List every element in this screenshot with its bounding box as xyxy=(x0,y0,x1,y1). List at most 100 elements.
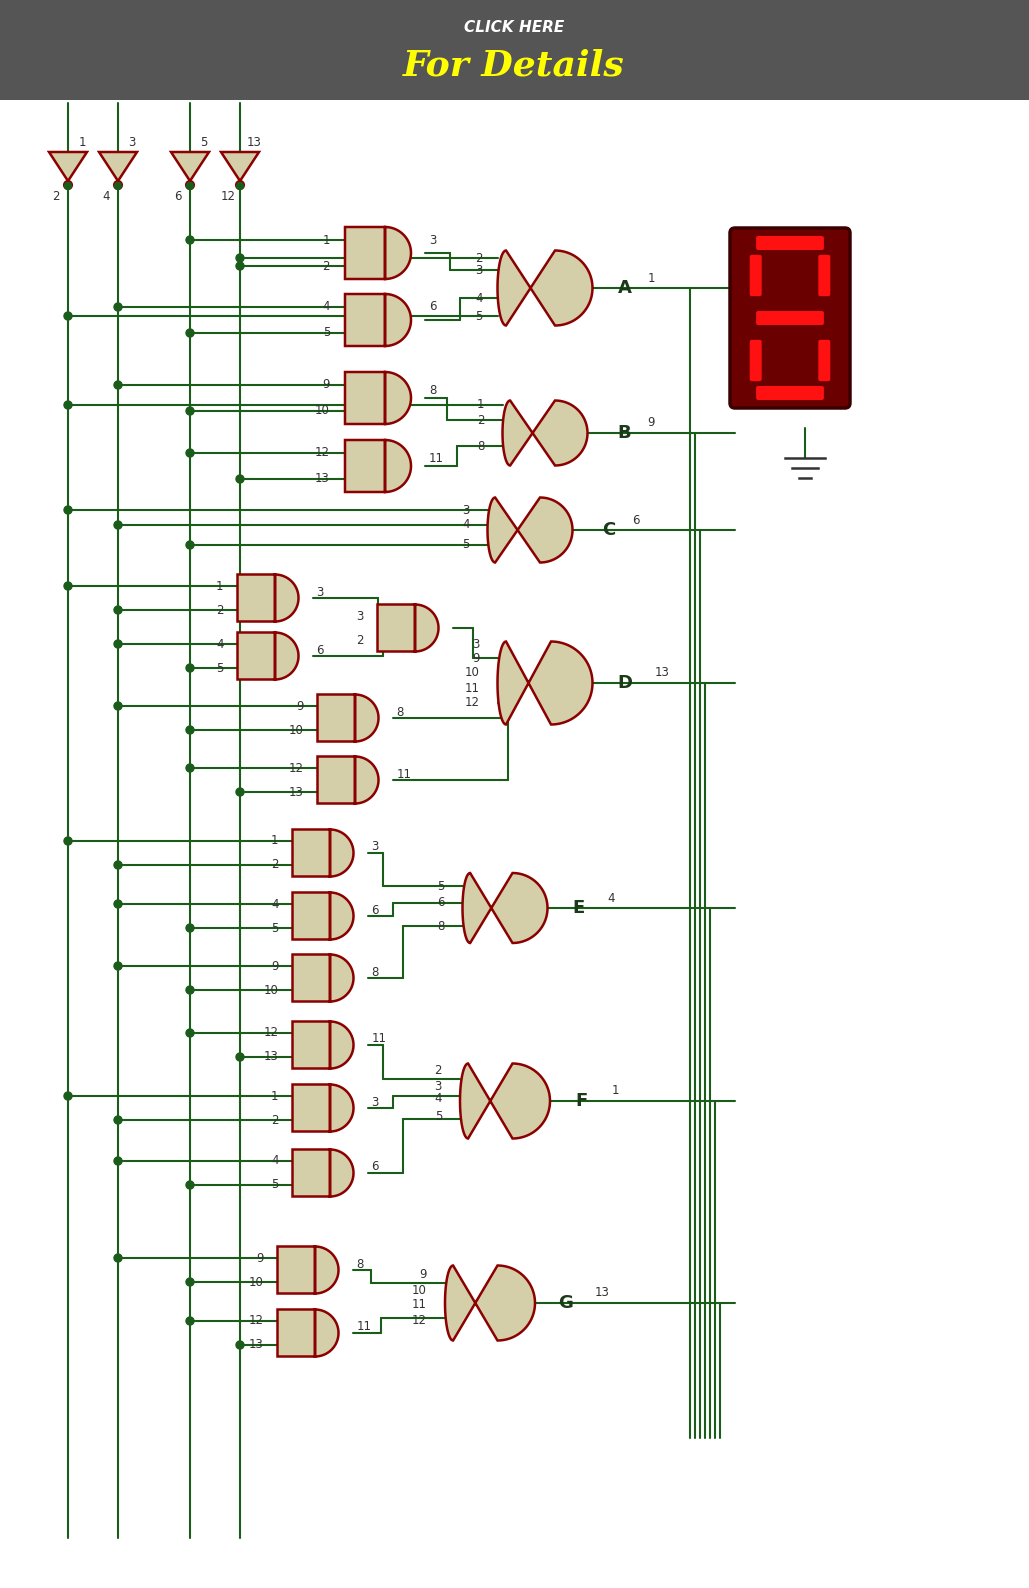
Polygon shape xyxy=(488,497,572,562)
Polygon shape xyxy=(318,756,379,804)
Polygon shape xyxy=(292,1150,354,1196)
Text: 2: 2 xyxy=(271,1113,279,1126)
FancyBboxPatch shape xyxy=(818,254,830,297)
Text: E: E xyxy=(572,899,584,916)
FancyBboxPatch shape xyxy=(818,340,830,381)
Text: A: A xyxy=(617,279,632,297)
Circle shape xyxy=(236,1340,244,1348)
Text: 4: 4 xyxy=(607,891,615,905)
Text: 2: 2 xyxy=(322,259,330,273)
Text: 10: 10 xyxy=(263,983,279,997)
Text: 8: 8 xyxy=(437,919,445,932)
Text: 8: 8 xyxy=(371,966,379,978)
Text: 3: 3 xyxy=(356,610,363,622)
Text: 13: 13 xyxy=(654,667,670,680)
Circle shape xyxy=(186,329,194,337)
Text: 1: 1 xyxy=(78,137,85,149)
Circle shape xyxy=(114,381,122,389)
Circle shape xyxy=(186,664,194,672)
Circle shape xyxy=(114,861,122,869)
Text: F: F xyxy=(575,1093,588,1110)
Circle shape xyxy=(186,1029,194,1037)
Circle shape xyxy=(236,181,244,189)
Circle shape xyxy=(64,402,72,410)
FancyBboxPatch shape xyxy=(750,340,761,381)
Text: 5: 5 xyxy=(216,662,223,675)
Text: 3: 3 xyxy=(434,1080,442,1093)
Text: 10: 10 xyxy=(315,405,330,418)
Polygon shape xyxy=(502,400,588,465)
Polygon shape xyxy=(345,294,411,346)
Text: 13: 13 xyxy=(595,1286,610,1299)
Text: 6: 6 xyxy=(317,643,324,656)
Text: 5: 5 xyxy=(271,921,279,934)
Circle shape xyxy=(114,303,122,311)
Text: 11: 11 xyxy=(356,1321,371,1334)
Circle shape xyxy=(114,1116,122,1124)
Text: 13: 13 xyxy=(315,473,330,486)
Text: 3: 3 xyxy=(371,840,379,853)
Text: 10: 10 xyxy=(465,667,480,680)
Circle shape xyxy=(114,962,122,970)
Circle shape xyxy=(64,311,72,321)
Text: 2: 2 xyxy=(477,413,485,427)
Circle shape xyxy=(64,837,72,845)
Text: 4: 4 xyxy=(271,1154,279,1167)
Circle shape xyxy=(236,254,244,262)
Text: 13: 13 xyxy=(288,786,304,799)
Text: G: G xyxy=(558,1294,573,1312)
Text: 4: 4 xyxy=(216,637,223,651)
Text: 12: 12 xyxy=(263,1026,279,1040)
Text: 11: 11 xyxy=(464,681,480,694)
Polygon shape xyxy=(345,440,411,492)
Circle shape xyxy=(114,702,122,710)
Text: 9: 9 xyxy=(322,378,330,392)
Polygon shape xyxy=(292,1021,354,1069)
Text: 6: 6 xyxy=(174,189,182,203)
Text: 2: 2 xyxy=(434,1064,442,1078)
Polygon shape xyxy=(497,251,593,326)
Circle shape xyxy=(186,924,194,932)
Polygon shape xyxy=(99,152,137,181)
Text: 4: 4 xyxy=(271,897,279,910)
Circle shape xyxy=(114,1255,122,1262)
Bar xyxy=(0,0,1029,100)
FancyBboxPatch shape xyxy=(750,254,761,297)
FancyBboxPatch shape xyxy=(756,311,824,326)
Text: 9: 9 xyxy=(271,959,279,972)
Circle shape xyxy=(236,475,244,483)
Text: 8: 8 xyxy=(396,705,403,718)
Polygon shape xyxy=(292,1085,354,1132)
Text: 11: 11 xyxy=(371,1032,387,1045)
Polygon shape xyxy=(292,829,354,877)
Text: 10: 10 xyxy=(413,1283,427,1296)
Text: D: D xyxy=(617,673,633,692)
Text: 12: 12 xyxy=(248,1315,263,1328)
Circle shape xyxy=(186,986,194,994)
Text: 2: 2 xyxy=(216,603,223,616)
Circle shape xyxy=(114,607,122,615)
FancyBboxPatch shape xyxy=(756,386,824,400)
Text: 4: 4 xyxy=(322,300,330,313)
Circle shape xyxy=(186,1316,194,1324)
Polygon shape xyxy=(238,632,298,680)
Text: 1: 1 xyxy=(271,835,279,848)
Text: 2: 2 xyxy=(52,189,60,203)
Polygon shape xyxy=(238,575,298,621)
Text: 5: 5 xyxy=(475,310,483,322)
Circle shape xyxy=(64,581,72,591)
Text: CLICK HERE: CLICK HERE xyxy=(464,21,564,35)
Text: 1: 1 xyxy=(216,580,223,592)
Polygon shape xyxy=(462,873,547,943)
Circle shape xyxy=(186,237,194,245)
Text: 4: 4 xyxy=(102,189,110,203)
Text: 1: 1 xyxy=(647,272,655,284)
Text: 6: 6 xyxy=(371,904,379,916)
Text: 5: 5 xyxy=(434,1110,442,1123)
Text: 3: 3 xyxy=(129,137,136,149)
Text: 11: 11 xyxy=(412,1299,427,1312)
Circle shape xyxy=(186,407,194,414)
Text: 3: 3 xyxy=(429,233,436,246)
Text: 1: 1 xyxy=(322,233,330,246)
Text: 2: 2 xyxy=(475,251,483,265)
